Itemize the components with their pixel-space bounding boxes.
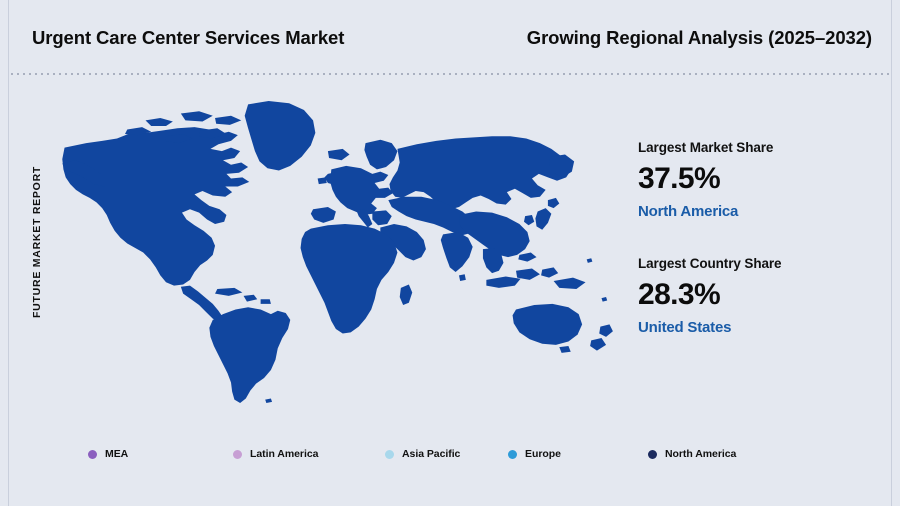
east-asia-shape xyxy=(459,211,530,258)
page-title: Urgent Care Center Services Market xyxy=(32,27,345,48)
caribbean-hispaniola xyxy=(243,294,258,302)
southeast-asia-shape xyxy=(482,248,504,274)
world-map xyxy=(60,88,630,408)
right-rail xyxy=(891,0,892,506)
europe-shape xyxy=(330,165,393,215)
new-guinea-shape xyxy=(553,277,586,290)
balkans-shape xyxy=(372,210,392,226)
stat-label: Largest Country Share xyxy=(638,256,782,271)
central-asia-shape xyxy=(388,196,475,236)
stats-panel: Largest Market Share 37.5% North America… xyxy=(638,140,878,372)
map-legend: MEA Latin America Asia Pacific Europe No… xyxy=(88,448,788,466)
africa-shape xyxy=(300,224,398,334)
legend-item-north-america: North America xyxy=(648,448,736,460)
russia-shape xyxy=(389,136,571,210)
legend-dot-icon xyxy=(508,449,517,459)
legend-item-latin-america: Latin America xyxy=(233,448,318,460)
stat-largest-market-share: Largest Market Share 37.5% North America xyxy=(638,140,878,220)
new-zealand-south xyxy=(590,338,607,351)
japan-shape xyxy=(535,208,552,230)
pacific-island-2 xyxy=(601,297,608,302)
legend-label: MEA xyxy=(105,448,129,460)
ireland-shape xyxy=(317,177,327,185)
legend-label: North America xyxy=(665,448,737,460)
stat-value: 28.3% xyxy=(638,278,721,311)
legend-dot-icon xyxy=(233,449,242,459)
arctic-island-6 xyxy=(199,128,227,139)
tasmania-shape xyxy=(559,346,571,353)
south-america-shape xyxy=(209,307,291,404)
central-america-shape xyxy=(180,285,224,323)
pacific-island-1 xyxy=(586,258,593,263)
british-isles-shape xyxy=(324,171,342,186)
new-zealand-north xyxy=(599,324,613,337)
header-divider xyxy=(9,73,891,75)
world-map-svg xyxy=(62,100,613,404)
arctic-island-3 xyxy=(215,115,242,125)
italy-shape xyxy=(356,209,373,228)
legend-dot-icon xyxy=(648,449,657,459)
sumatra-java-shape xyxy=(486,276,521,288)
legend-item-mea: MEA xyxy=(88,448,128,460)
brand-watermark: FUTURE MARKET REPORT xyxy=(31,165,43,318)
stat-largest-country-share: Largest Country Share 28.3% United State… xyxy=(638,256,878,336)
arabia-shape xyxy=(380,224,426,261)
iceland-shape xyxy=(327,148,350,161)
alaska-shape xyxy=(62,160,110,187)
map-landmasses xyxy=(62,100,613,404)
north-america-shape xyxy=(62,127,250,286)
arctic-island-4 xyxy=(124,127,152,136)
kamchatka-shape xyxy=(549,154,575,178)
header: Urgent Care Center Services Market Growi… xyxy=(0,0,900,74)
korea-shape xyxy=(523,214,535,226)
falkland-islands-shape xyxy=(265,398,273,404)
arctic-island-2 xyxy=(180,111,213,122)
stat-value: 37.5% xyxy=(638,162,721,195)
greenland-shape xyxy=(244,100,316,171)
stat-label: Largest Market Share xyxy=(638,140,774,155)
hokkaido-shape xyxy=(547,197,560,209)
sulawesi-shape xyxy=(541,267,559,278)
legend-item-asia-pacific: Asia Pacific xyxy=(385,448,460,460)
legend-label: Latin America xyxy=(250,448,319,460)
borneo-shape xyxy=(516,268,540,280)
sri-lanka-shape xyxy=(459,274,466,282)
scandinavia-shape xyxy=(364,139,398,170)
philippines-shape xyxy=(518,252,537,262)
legend-item-europe: Europe xyxy=(508,448,561,460)
stat-region: North America xyxy=(638,203,739,220)
madagascar-shape xyxy=(399,284,413,305)
page-subtitle: Growing Regional Analysis (2025–2032) xyxy=(526,27,872,48)
iberia-shape xyxy=(310,206,336,223)
australia-shape xyxy=(512,303,583,345)
legend-dot-icon xyxy=(88,449,97,459)
india-shape xyxy=(440,232,473,272)
caribbean-cuba xyxy=(215,287,243,296)
arctic-island-5 xyxy=(164,134,193,144)
arctic-island-1 xyxy=(145,118,173,127)
stat-region: United States xyxy=(638,319,732,336)
left-rail xyxy=(8,0,9,506)
legend-dot-icon xyxy=(385,449,394,459)
legend-label: Asia Pacific xyxy=(402,448,461,460)
caribbean-puerto-rico xyxy=(260,299,271,304)
legend-label: Europe xyxy=(525,448,561,460)
